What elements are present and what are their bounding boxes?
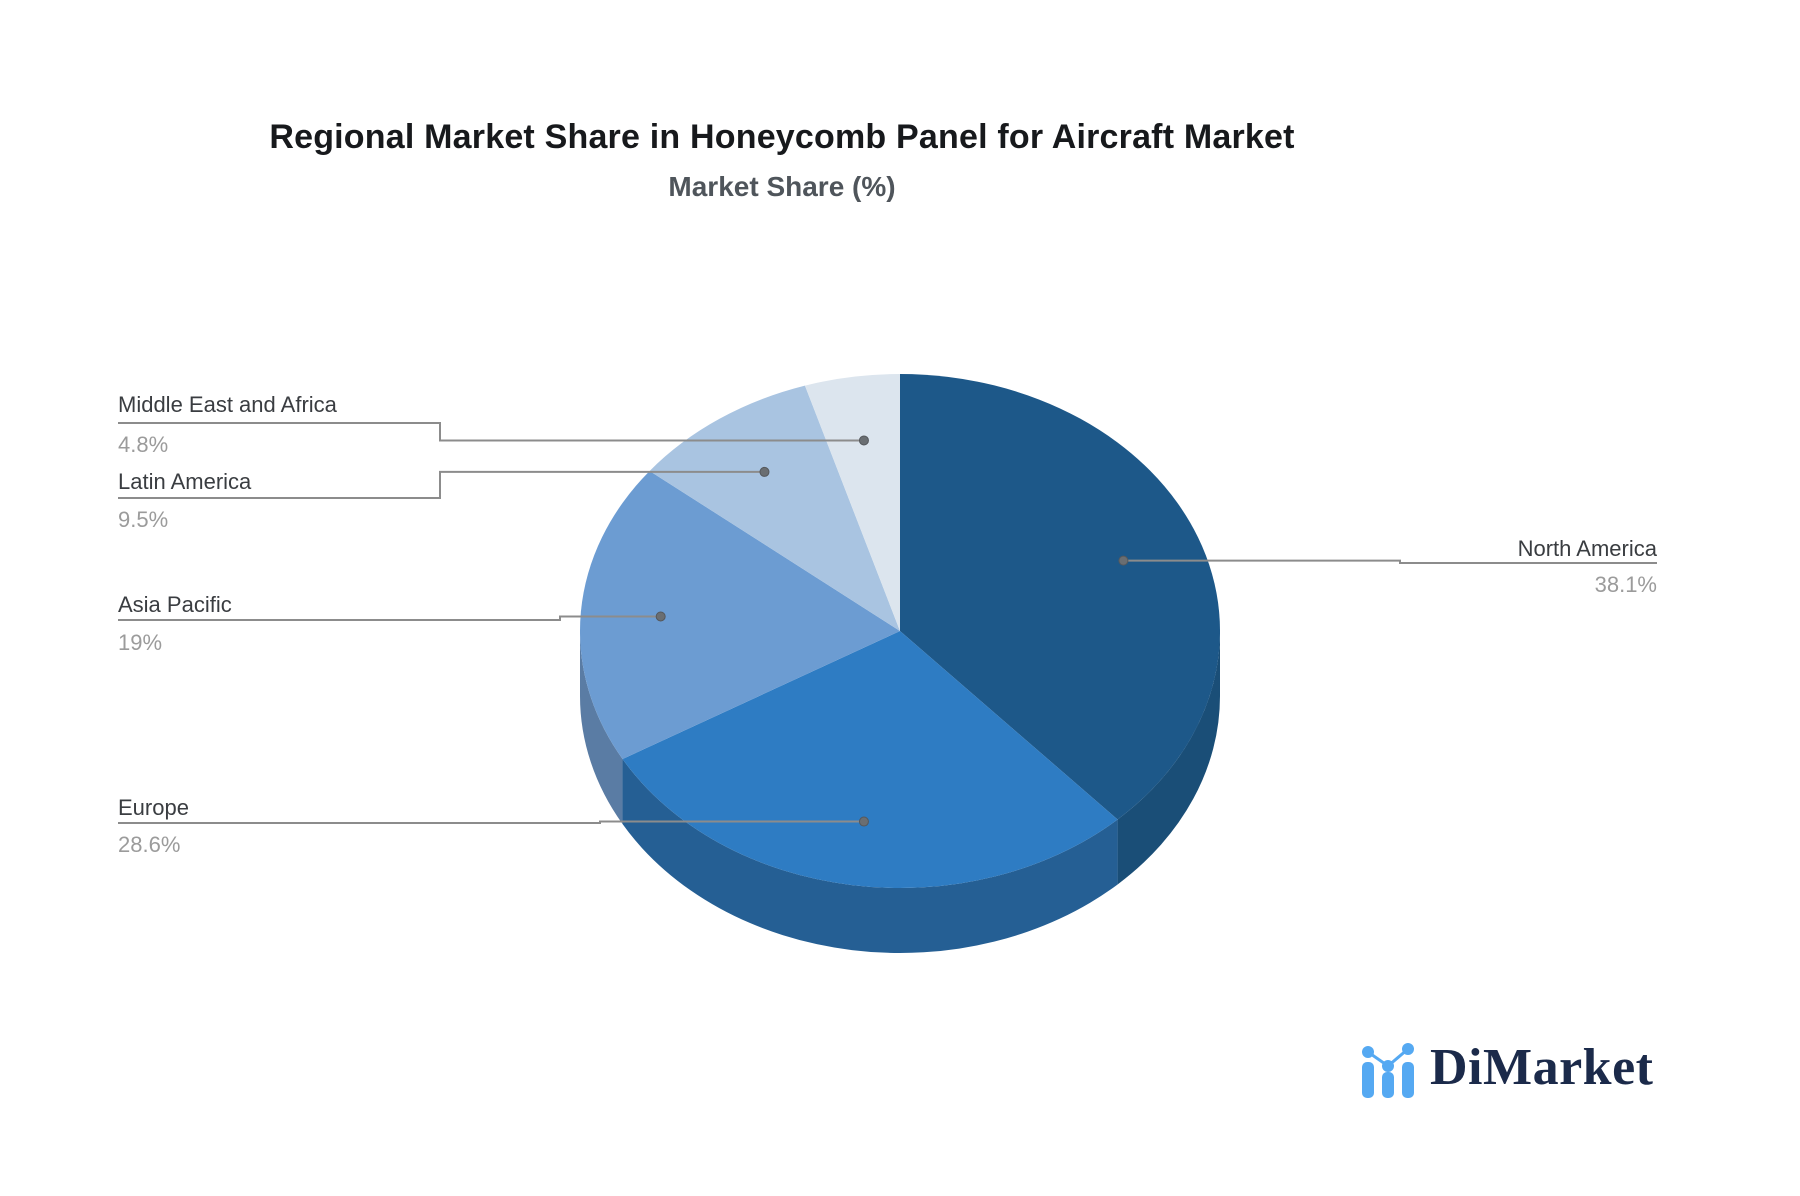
pie-slice-middle-east-and-africa[interactable] — [804, 374, 900, 631]
pie-top-layer — [579, 373, 1221, 889]
pie-slice-north-america[interactable] — [900, 373, 1221, 820]
logo-bars-icon — [1362, 1043, 1414, 1098]
slice-label: Middle East and Africa — [118, 392, 338, 417]
slice-label: Asia Pacific — [118, 592, 232, 617]
label-asia-pacific: Asia Pacific 19% — [118, 592, 232, 655]
label-europe: Europe 28.6% — [118, 795, 189, 857]
slice-label: Latin America — [118, 469, 252, 494]
slice-value: 4.8% — [118, 432, 168, 457]
chart-title: Regional Market Share in Honeycomb Panel… — [269, 118, 1295, 156]
leader-line-europe — [118, 820, 864, 824]
pie-slice-side-europe — [622, 759, 1118, 954]
pie-slice-side-north-america — [1117, 631, 1220, 885]
chart-subtitle: Market Share (%) — [668, 171, 896, 202]
leader-dot-middle-east-and-africa — [858, 435, 869, 446]
leader-line-north-america — [1123, 559, 1657, 564]
leader-dot-europe — [858, 816, 869, 827]
leader-line-middle-east-and-africa — [118, 422, 864, 442]
leader-line-asia-pacific — [118, 615, 661, 621]
label-latin-america: Latin America 9.5% — [118, 469, 252, 532]
leader-line-latin-america — [118, 470, 765, 499]
leader-dot-latin-america — [759, 466, 770, 477]
pie-slice-asia-pacific[interactable] — [579, 470, 900, 760]
title-block: Regional Market Share in Honeycomb Panel… — [0, 118, 1564, 203]
pie-slice-latin-america[interactable] — [649, 385, 900, 631]
slice-label: Europe — [118, 795, 189, 820]
slice-value: 28.6% — [118, 832, 180, 857]
label-middle-east-and-africa: Middle East and Africa 4.8% — [118, 392, 338, 457]
logo-text: DiMarket — [1430, 1038, 1654, 1096]
pie-slice-side-asia-pacific — [580, 631, 623, 825]
slice-label: North America — [1518, 536, 1658, 561]
leader-dot-north-america — [1118, 555, 1129, 566]
leader-line-layer — [118, 422, 1657, 827]
slice-value: 19% — [118, 630, 162, 655]
label-north-america: North America 38.1% — [1518, 536, 1658, 597]
dimarket-logo: DiMarket — [1360, 1022, 1670, 1112]
slice-value: 9.5% — [118, 507, 168, 532]
slice-value: 38.1% — [1595, 572, 1657, 597]
pie-slice-europe[interactable] — [622, 631, 1118, 889]
pie-side-layer — [580, 631, 1220, 954]
leader-dot-asia-pacific — [655, 611, 666, 622]
